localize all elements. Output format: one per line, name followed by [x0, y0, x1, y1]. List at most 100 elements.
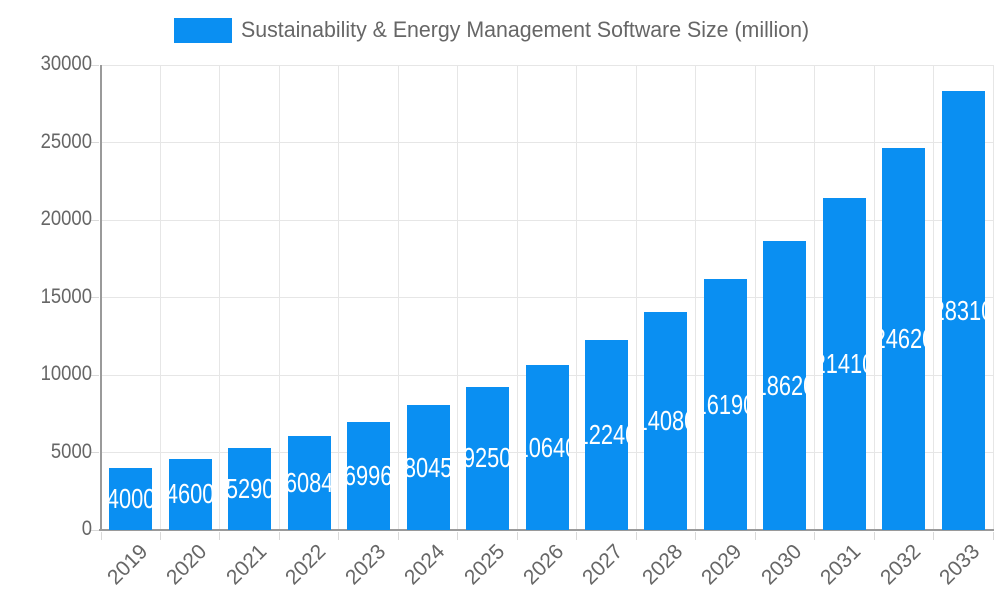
y-axis-tick-label: 10000 — [40, 362, 92, 385]
bar-2025[interactable]: 9250 — [466, 386, 510, 530]
x-gridline — [992, 65, 994, 530]
y-axis-tick-label: 25000 — [40, 129, 92, 153]
x-tick-mark — [159, 532, 161, 540]
bar-2024[interactable]: 8045 — [406, 405, 450, 530]
bar-2032[interactable]: 24620 — [882, 148, 926, 530]
y-gridline — [101, 219, 993, 221]
bar-2022[interactable]: 6084 — [287, 435, 331, 530]
y-tick-mark — [91, 142, 99, 143]
bar-value-label: 4600 — [169, 478, 212, 510]
x-tick-mark — [278, 532, 280, 540]
bar-value-label: 24620 — [882, 323, 925, 355]
bar-value-label: 21410 — [823, 348, 866, 380]
bar-value-label: 16190 — [704, 388, 747, 420]
plot-area: 4000 4600 5290 6084 6996 8045 9250 10640 12240 14… — [91, 64, 994, 540]
x-gridline — [873, 65, 875, 530]
bar-2029[interactable]: 16190 — [703, 279, 747, 530]
x-gridline — [576, 65, 578, 530]
x-tick-mark — [695, 532, 697, 540]
x-gridline — [457, 65, 459, 530]
bar-value-label-wrap: 4000 — [109, 468, 152, 530]
bar-value-label-wrap: 10640 — [526, 365, 569, 530]
bar-value-label: 6084 — [288, 466, 331, 498]
bar-value-label-wrap: 9250 — [466, 387, 509, 530]
y-tick-mark — [91, 529, 99, 531]
x-axis-tick-label-2019: 2019 — [102, 540, 152, 590]
x-tick-mark — [635, 532, 637, 540]
x-tick-mark — [219, 532, 221, 540]
bar-value-label-wrap: 12240 — [585, 340, 628, 530]
bar-value-label: 18620 — [763, 369, 806, 401]
y-gridline — [101, 297, 993, 298]
x-gridline — [397, 65, 399, 530]
bar-2026[interactable]: 10640 — [525, 365, 569, 530]
bar-2027[interactable]: 12240 — [584, 340, 628, 530]
x-gridline — [933, 65, 935, 530]
bar-value-label-wrap: 18620 — [763, 241, 806, 530]
bar-2023[interactable]: 6996 — [347, 421, 391, 530]
bar-value-label: 6996 — [347, 459, 390, 491]
legend-label: Sustainability & Energy Management Softw… — [240, 17, 809, 42]
y-gridline — [101, 64, 993, 66]
x-tick-mark — [576, 532, 578, 540]
x-gridline — [754, 65, 756, 530]
bar-value-label-wrap: 24620 — [882, 148, 925, 530]
x-tick-mark — [397, 532, 399, 540]
bar-2028[interactable]: 14080 — [644, 311, 688, 530]
bar-value-label-wrap: 14080 — [644, 312, 687, 530]
y-tick-mark — [91, 452, 99, 453]
x-gridline — [814, 65, 816, 530]
legend-swatch-icon — [173, 17, 232, 43]
x-gridline — [278, 65, 280, 530]
y-axis-tick-label: 15000 — [40, 284, 92, 308]
x-gridline — [695, 65, 697, 530]
x-tick-mark — [814, 532, 816, 540]
x-gridline — [635, 65, 637, 530]
x-gridline — [516, 65, 518, 530]
bar-2020[interactable]: 4600 — [168, 458, 212, 530]
bar-value-label: 8045 — [407, 451, 450, 483]
y-axis-tick-label: 5000 — [50, 439, 92, 463]
y-tick-mark — [91, 297, 99, 298]
x-tick-mark — [873, 532, 875, 540]
bar-value-label-wrap: 6996 — [347, 422, 390, 530]
y-gridline — [101, 142, 993, 143]
x-tick-mark — [100, 532, 102, 540]
bar-value-label: 14080 — [644, 404, 687, 436]
chart-legend[interactable]: Sustainability & Energy Management Softw… — [0, 17, 1000, 43]
x-tick-mark — [754, 532, 756, 540]
bar-2021[interactable]: 5290 — [228, 448, 272, 530]
bar-value-label-wrap: 21410 — [823, 198, 866, 530]
bar-2030[interactable]: 18620 — [763, 241, 807, 530]
x-tick-mark — [992, 532, 994, 540]
x-tick-mark — [516, 532, 518, 540]
bar-value-label: 10640 — [526, 431, 569, 463]
bar-value-label: 12240 — [585, 419, 628, 451]
x-tick-mark — [338, 532, 340, 540]
bar-value-label-wrap: 16190 — [704, 279, 747, 530]
x-tick-mark — [933, 532, 935, 540]
bar-value-label-wrap: 8045 — [407, 405, 450, 530]
y-tick-mark — [91, 219, 99, 221]
bar-2019[interactable]: 4000 — [109, 468, 153, 530]
y-axis-tick-label: 0 — [81, 517, 92, 540]
y-axis-line — [100, 65, 102, 531]
bar-2031[interactable]: 21410 — [822, 198, 866, 530]
y-tick-mark — [91, 64, 99, 66]
x-gridline — [159, 65, 161, 530]
x-axis-line — [99, 529, 994, 531]
y-tick-mark — [91, 374, 99, 376]
bar-value-label-wrap: 5290 — [228, 448, 271, 530]
bar-value-label-wrap: 6084 — [288, 436, 331, 530]
bar-value-label-wrap: 4600 — [169, 459, 212, 530]
bar-value-label: 4000 — [109, 483, 152, 514]
y-axis-tick-label: 30000 — [40, 52, 92, 75]
bar-value-label: 9250 — [466, 442, 509, 474]
x-gridline — [219, 65, 221, 530]
x-tick-mark — [457, 532, 459, 540]
x-gridline — [338, 65, 340, 530]
